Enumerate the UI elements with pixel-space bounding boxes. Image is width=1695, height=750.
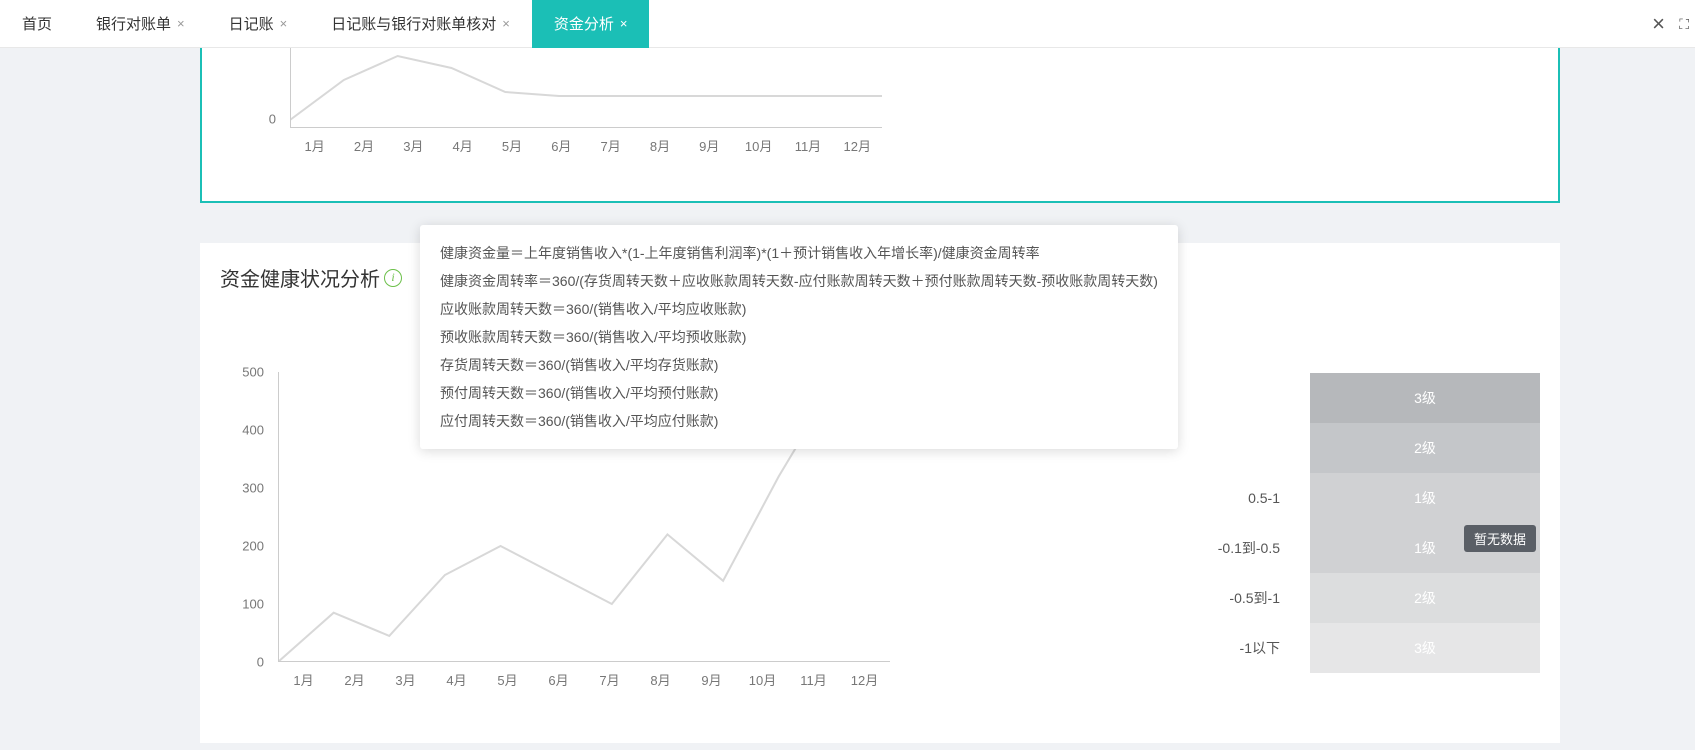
tooltip-line: 应付周转天数＝360/(销售收入/平均应付账款) — [440, 407, 1158, 435]
x-tick: 2月 — [329, 664, 380, 692]
tab-label: 资金分析 — [554, 13, 614, 34]
x-tick: 12月 — [833, 130, 882, 158]
x-tick: 8月 — [635, 664, 686, 692]
tab-label: 日记账与银行对账单核对 — [331, 13, 496, 34]
grade-row: 3级 — [1160, 373, 1540, 423]
tooltip-line: 存货周转天数＝360/(销售收入/平均存货账款) — [440, 351, 1158, 379]
x-tick: 7月 — [586, 130, 635, 158]
tooltip-line: 健康资金周转率＝360/(存货周转天数＋应收账款周转天数-应付账款周转天数＋预付… — [440, 267, 1158, 295]
y-tick: 100 — [242, 597, 264, 612]
x-tick: 9月 — [686, 664, 737, 692]
close-icon[interactable]: × — [502, 16, 510, 31]
tab-journal[interactable]: 日记账 × — [207, 0, 310, 48]
grade-level-cell: 3级 — [1310, 373, 1540, 423]
y-tick: 300 — [242, 481, 264, 496]
tooltip-line: 健康资金量＝上年度销售收入*(1-上年度销售利润率)*(1＋预计销售收入年增长率… — [440, 239, 1158, 267]
section-title: 资金健康状况分析 — [220, 263, 380, 292]
x-tick: 3月 — [389, 130, 438, 158]
y-tick: 500 — [242, 365, 264, 380]
tab-bank-statement[interactable]: 银行对账单 × — [74, 0, 207, 48]
grade-range-label: -0.5到-1 — [1160, 573, 1310, 623]
y-axis-line — [290, 48, 291, 128]
grade-row: 0.5-11级 — [1160, 473, 1540, 523]
close-icon[interactable]: × — [177, 16, 185, 31]
x-tick: 10月 — [737, 664, 788, 692]
x-tick: 8月 — [635, 130, 684, 158]
plot-area — [290, 48, 882, 128]
no-data-badge: 暂无数据 — [1464, 525, 1536, 552]
x-tick: 10月 — [734, 130, 783, 158]
grade-table: 3级2级0.5-11级-0.1到-0.51级-0.5到-12级-1以下3级 — [1160, 373, 1540, 673]
close-all-icon[interactable]: × — [1652, 0, 1665, 48]
tooltip-line: 预付周转天数＝360/(销售收入/平均预付账款) — [440, 379, 1158, 407]
y-axis: 0100200300400500 — [230, 372, 270, 662]
grade-level-cell: 3级 — [1310, 623, 1540, 673]
tab-fund-analysis[interactable]: 资金分析 × — [532, 0, 650, 48]
tab-label: 日记账 — [229, 13, 274, 34]
close-icon[interactable]: × — [620, 16, 628, 31]
upper-line-chart — [290, 48, 882, 128]
x-tick: 7月 — [584, 664, 635, 692]
grade-level-cell: 2级 — [1310, 573, 1540, 623]
grade-range-label: -1以下 — [1160, 623, 1310, 673]
x-tick: 6月 — [537, 130, 586, 158]
tooltip-line: 预收账款周转天数＝360/(销售收入/平均预收账款) — [440, 323, 1158, 351]
x-tick: 1月 — [278, 664, 329, 692]
tab-label: 首页 — [22, 13, 52, 34]
tab-reconcile[interactable]: 日记账与银行对账单核对 × — [309, 0, 532, 48]
x-tick: 4月 — [438, 130, 487, 158]
x-tick: 11月 — [783, 130, 832, 158]
grade-level-cell: 1级 — [1310, 473, 1540, 523]
tooltip-line: 应收账款周转天数＝360/(销售收入/平均应收账款) — [440, 295, 1158, 323]
y-tick: 200 — [242, 539, 264, 554]
y-tick: 0 — [257, 655, 264, 670]
grade-range-label — [1160, 423, 1310, 473]
x-axis: 1月2月3月4月5月6月7月8月9月10月11月12月 — [290, 130, 882, 158]
grade-row: -1以下3级 — [1160, 623, 1540, 673]
x-tick: 2月 — [339, 130, 388, 158]
upper-chart-panel: 0 1月2月3月4月5月6月7月8月9月10月11月12月 — [200, 48, 1560, 203]
x-tick: 9月 — [685, 130, 734, 158]
grade-range-label: -0.1到-0.5 — [1160, 523, 1310, 573]
y-tick: 400 — [242, 423, 264, 438]
grade-range-label: 0.5-1 — [1160, 473, 1310, 523]
upper-chart: 0 1月2月3月4月5月6月7月8月9月10月11月12月 — [242, 48, 882, 158]
x-axis-line — [290, 127, 882, 128]
expand-icon[interactable]: ⛶ — [1679, 0, 1689, 48]
x-tick: 1月 — [290, 130, 339, 158]
grade-level-cell: 2级 — [1310, 423, 1540, 473]
x-tick: 11月 — [788, 664, 839, 692]
y-axis: 0 — [242, 48, 282, 128]
grade-range-label — [1160, 373, 1310, 423]
tab-label: 银行对账单 — [96, 13, 171, 34]
info-icon[interactable]: i — [384, 269, 402, 287]
tab-home[interactable]: 首页 — [0, 0, 74, 48]
close-icon[interactable]: × — [280, 16, 288, 31]
grade-row: 2级 — [1160, 423, 1540, 473]
x-tick: 6月 — [533, 664, 584, 692]
formula-tooltip: 健康资金量＝上年度销售收入*(1-上年度销售利润率)*(1＋预计销售收入年增长率… — [420, 225, 1178, 449]
y-tick: 0 — [269, 112, 276, 127]
grade-row: -0.5到-12级 — [1160, 573, 1540, 623]
x-tick: 5月 — [487, 130, 536, 158]
x-axis-line — [278, 661, 890, 662]
x-tick: 3月 — [380, 664, 431, 692]
x-axis: 1月2月3月4月5月6月7月8月9月10月11月12月 — [278, 664, 890, 692]
x-tick: 12月 — [839, 664, 890, 692]
x-tick: 4月 — [431, 664, 482, 692]
y-axis-line — [278, 372, 279, 662]
tab-bar: 首页 银行对账单 × 日记账 × 日记账与银行对账单核对 × 资金分析 × × … — [0, 0, 1695, 48]
x-tick: 5月 — [482, 664, 533, 692]
